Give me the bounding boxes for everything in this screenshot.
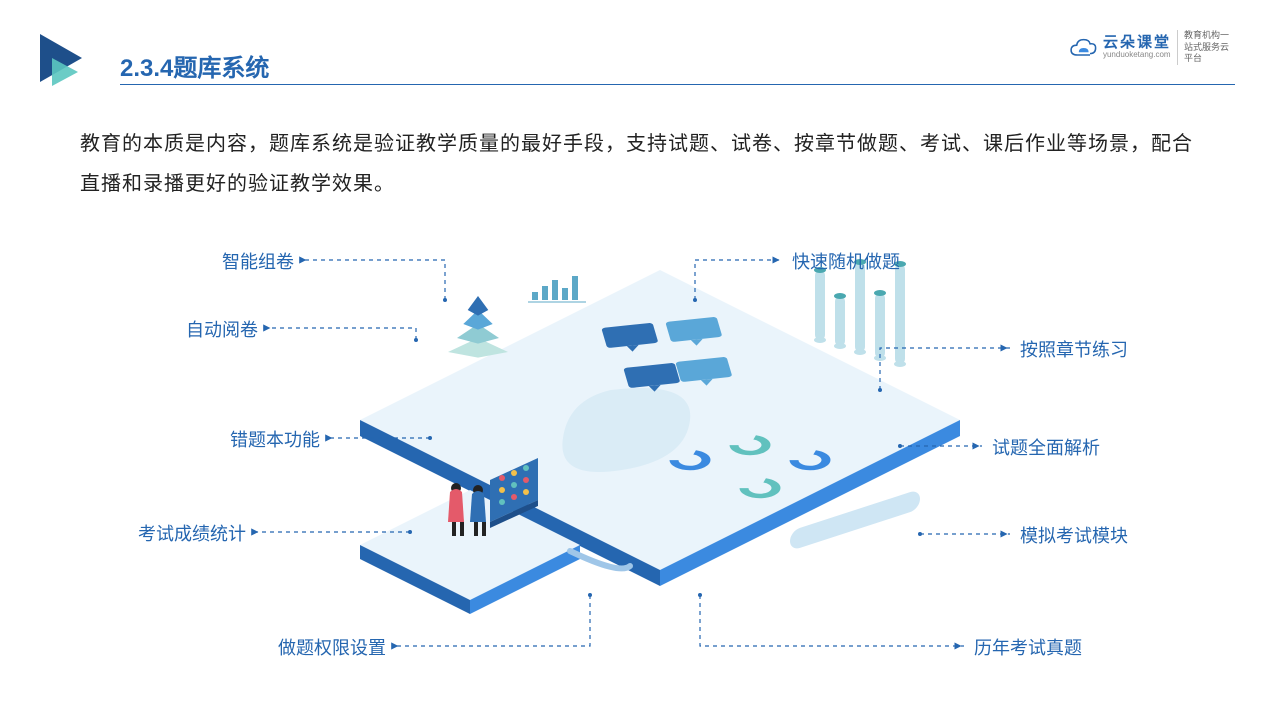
- feature-label: 错题本功能: [230, 426, 320, 452]
- feature-label: 智能组卷: [222, 248, 294, 274]
- feature-label: 试题全面解析: [992, 434, 1100, 460]
- feature-label: 历年考试真题: [974, 634, 1082, 660]
- feature-label: 考试成绩统计: [138, 520, 246, 546]
- feature-label: 模拟考试模块: [1020, 522, 1128, 548]
- feature-label: 做题权限设置: [278, 634, 386, 660]
- feature-label: 快速随机做题: [792, 248, 900, 274]
- feature-label: 自动阅卷: [186, 316, 258, 342]
- feature-label: 按照章节练习: [1020, 336, 1128, 362]
